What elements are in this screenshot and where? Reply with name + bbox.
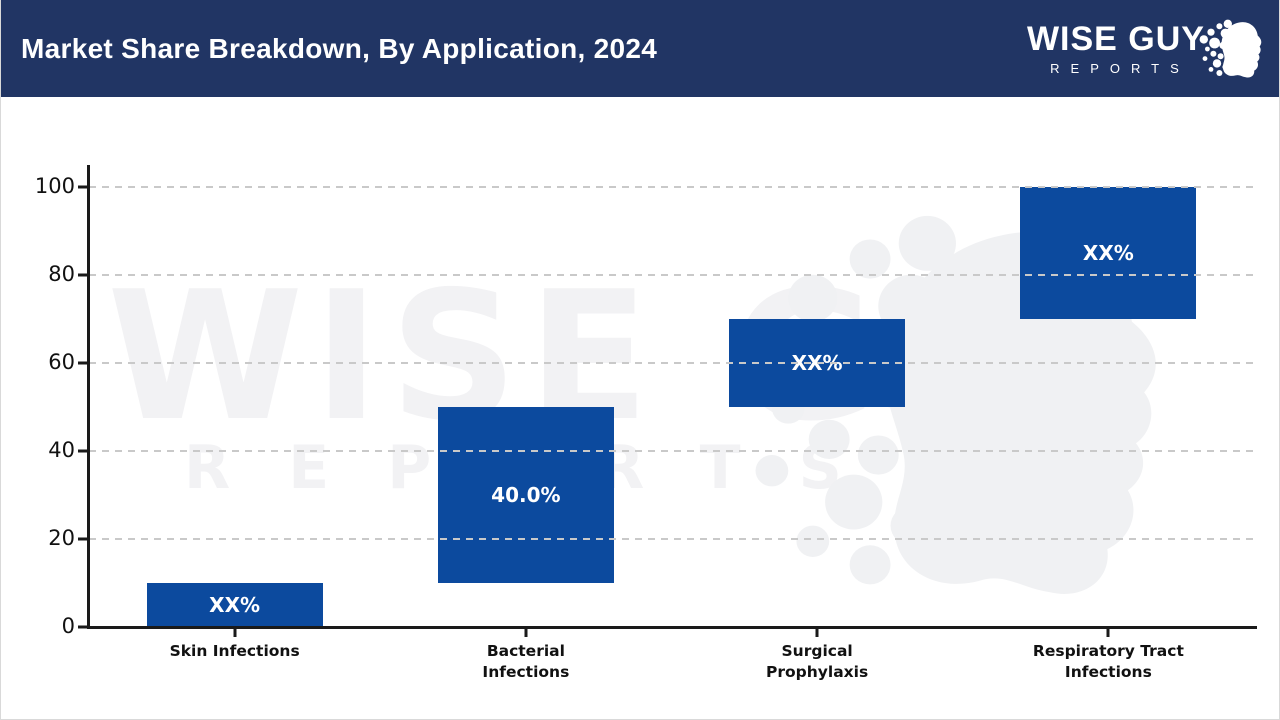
y-tick-label: 60: [48, 350, 75, 375]
brand-subtitle: REPORTS: [1050, 60, 1190, 76]
y-tick-mark: [78, 361, 88, 365]
bar-skin-infections: XX%: [146, 583, 323, 627]
watermark-dotted-head: [735, 215, 1156, 594]
x-tick-mark: [815, 629, 819, 637]
y-tick-mark: [78, 625, 88, 629]
gridline-20: [89, 538, 1254, 540]
bar-value-label: 40.0%: [491, 483, 561, 507]
page-title: Market Share Breakdown, By Application, …: [21, 32, 658, 64]
x-axis-line: [87, 626, 1257, 629]
gridline-100: [89, 186, 1254, 188]
x-tick-mark: [524, 629, 528, 637]
x-tick-mark: [1106, 629, 1110, 637]
bar-value-label: XX%: [209, 593, 261, 617]
y-axis-line: [87, 165, 90, 629]
y-tick-label: 100: [34, 174, 75, 199]
y-tick-label: 20: [48, 526, 75, 551]
y-tick-mark: [78, 449, 88, 453]
brand-logo-text: WISE GUY REPORTS: [1027, 22, 1205, 76]
y-tick-mark: [78, 185, 88, 189]
x-category-label: Respiratory Tract Infections: [1032, 642, 1184, 681]
x-tick-mark: [233, 629, 237, 637]
header-bar: Market Share Breakdown, By Application, …: [1, 0, 1279, 97]
x-category-label: Bacterial Infections: [482, 642, 570, 681]
y-tick-label: 80: [48, 262, 75, 287]
x-category-label: Surgical Prophylaxis: [766, 642, 869, 681]
dotted-head-icon: [1199, 19, 1262, 77]
y-tick-mark: [78, 273, 88, 277]
gridline-40: [89, 450, 1254, 452]
gridline-60: [89, 362, 1254, 364]
y-tick-label: 0: [61, 614, 75, 639]
y-tick-mark: [78, 537, 88, 541]
brand-logo: WISE GUY REPORTS: [1027, 8, 1265, 90]
y-tick-label: 40: [48, 438, 75, 463]
bar-value-label: XX%: [1082, 241, 1134, 265]
x-category-label: Skin Infections: [169, 642, 300, 660]
bar-respiratory-tract: XX%: [1020, 187, 1197, 319]
brand-name: WISE GUY: [1026, 19, 1205, 58]
gridline-80: [89, 274, 1254, 276]
bar-bacterial: 40.0%: [437, 407, 614, 583]
